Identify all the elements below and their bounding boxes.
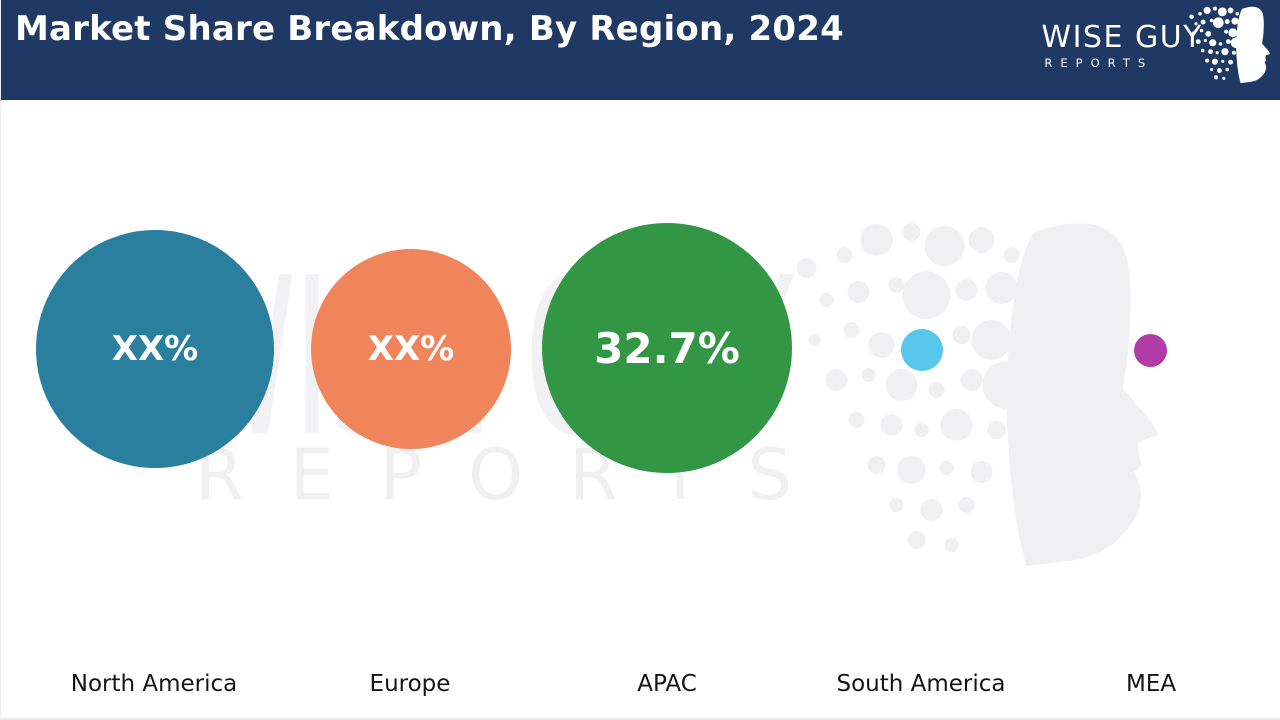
bubble-value-north-america: XX%	[111, 329, 199, 369]
category-label-europe: Europe	[369, 671, 451, 697]
page-title: Market Share Breakdown, By Region, 2024	[15, 9, 844, 49]
watermark-reports-text: REPORTS	[195, 434, 838, 516]
bubble-south-america	[901, 329, 943, 371]
bubble-mea	[1134, 334, 1167, 367]
bubble-value-europe: XX%	[367, 329, 455, 369]
bubble-europe: XX%	[311, 249, 511, 449]
watermark-head-icon	[781, 220, 1177, 570]
bubble-north-america: XX%	[36, 230, 274, 468]
bubble-value-apac: 32.7%	[594, 323, 740, 373]
brand-logo: WISE GUY REPORTS	[1041, 6, 1273, 84]
brand-subtitle: REPORTS	[1044, 55, 1154, 70]
category-label-apac: APAC	[637, 671, 697, 697]
brand-logo-text: WISE GUY REPORTS	[1041, 21, 1203, 70]
brand-name: WISE GUY	[1041, 19, 1203, 55]
bubble-apac: 32.7%	[542, 223, 792, 473]
header-bar: Market Share Breakdown, By Region, 2024 …	[1, 0, 1280, 100]
brand-head-icon	[1189, 6, 1271, 84]
category-label-south-america: South America	[836, 671, 1006, 697]
category-label-mea: MEA	[1125, 671, 1177, 697]
category-label-north-america: North America	[70, 671, 238, 697]
